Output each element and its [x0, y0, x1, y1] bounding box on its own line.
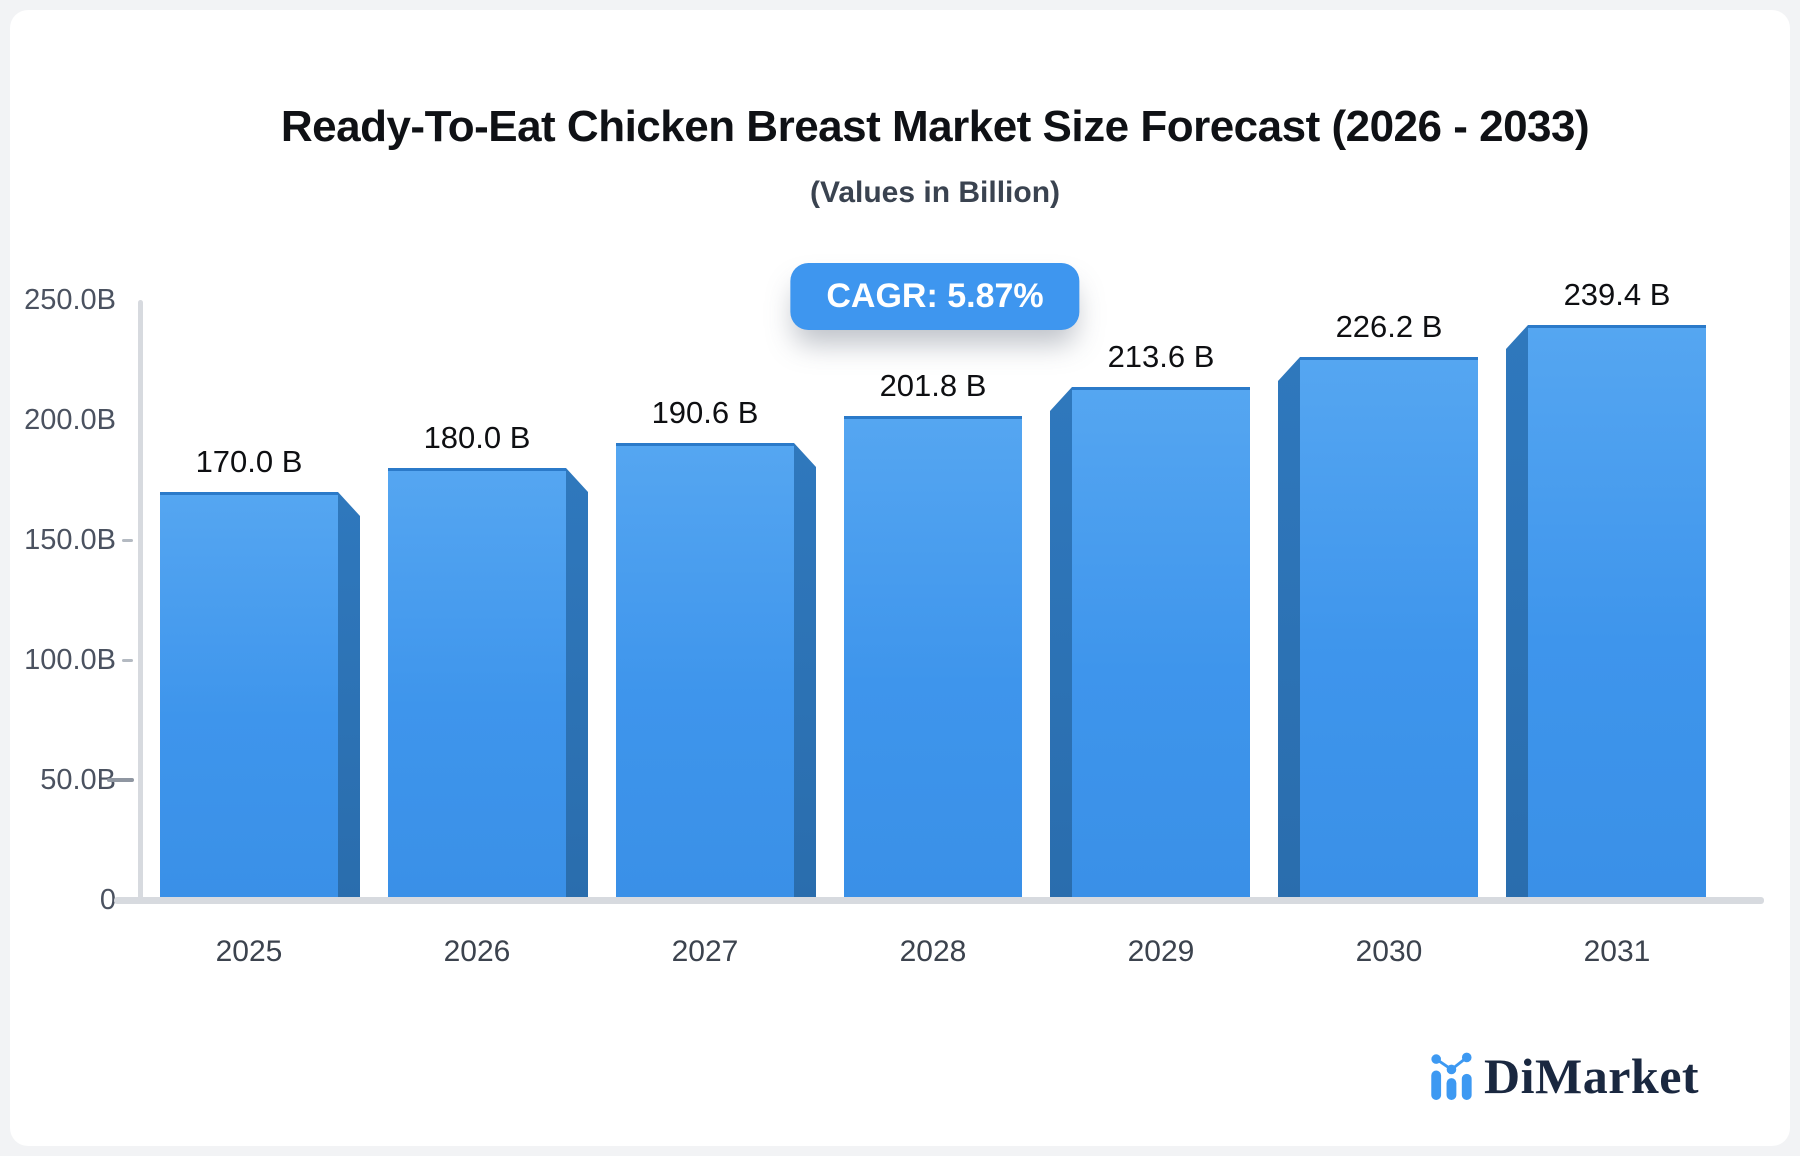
y-tick-label: 100.0B: [24, 644, 116, 676]
bar-2028: [844, 416, 1022, 900]
x-axis-label: 2031: [1583, 935, 1651, 968]
bar-value-label: 180.0 B: [423, 420, 531, 455]
x-axis-line: [114, 897, 1764, 904]
y-axis-line: [138, 300, 143, 904]
y-tick-mark: [122, 539, 133, 542]
bar-side: [1278, 357, 1300, 900]
bar-side: [1050, 387, 1072, 900]
bar-value-label: 201.8 B: [879, 368, 987, 403]
y-tick-label: 200.0B: [24, 404, 116, 436]
brand-logo: DiMarket: [1430, 1048, 1700, 1104]
bar-2026: [388, 468, 566, 900]
bar-value-label: 239.4 B: [1563, 277, 1671, 312]
bar-2031: [1528, 325, 1706, 900]
x-axis-label: 2025: [215, 935, 283, 968]
bar-side: [1506, 325, 1528, 900]
x-axis-label: 2030: [1355, 935, 1423, 968]
chart-plot-area: 0 50.0B 100.0B 150.0B 200.0B 250.0B 170.0 B 202…: [10, 10, 1790, 1146]
x-axis-label: 2028: [899, 935, 967, 968]
brand-logo-text: DiMarket: [1484, 1048, 1700, 1104]
bar-2025: [160, 492, 338, 900]
bar-side: [338, 492, 360, 900]
bar-side: [566, 468, 588, 900]
x-axis-label: 2027: [671, 935, 739, 968]
bar-side: [794, 443, 816, 900]
bar-2029: [1072, 387, 1250, 900]
x-axis-label: 2026: [443, 935, 511, 968]
y-tick-label: 0: [99, 884, 116, 916]
chart-subtitle: (Values in Billion): [809, 176, 1061, 209]
chart-title: Ready-To-Eat Chicken Breast Market Size …: [280, 102, 1590, 151]
bar-2030: [1300, 357, 1478, 900]
bar-value-label: 170.0 B: [195, 444, 303, 479]
bar-value-label: 226.2 B: [1335, 309, 1443, 344]
y-tick-label: 250.0B: [24, 284, 116, 316]
bar-value-label: 213.6 B: [1107, 339, 1215, 374]
y-tick-label: 50.0B: [40, 764, 116, 796]
chart-card: Ready-To-Eat Chicken Breast Market Size …: [10, 10, 1790, 1146]
y-tick-mark: [122, 659, 133, 662]
cagr-badge: CAGR: 5.87%: [790, 263, 1080, 330]
y-tick-label: 150.0B: [24, 524, 116, 556]
bar-value-label: 190.6 B: [651, 395, 759, 430]
x-axis-label: 2029: [1127, 935, 1195, 968]
y-tick-mark: [107, 778, 134, 782]
bar-chart-logo-icon: [1431, 1052, 1472, 1100]
bar-2027: [616, 443, 794, 900]
